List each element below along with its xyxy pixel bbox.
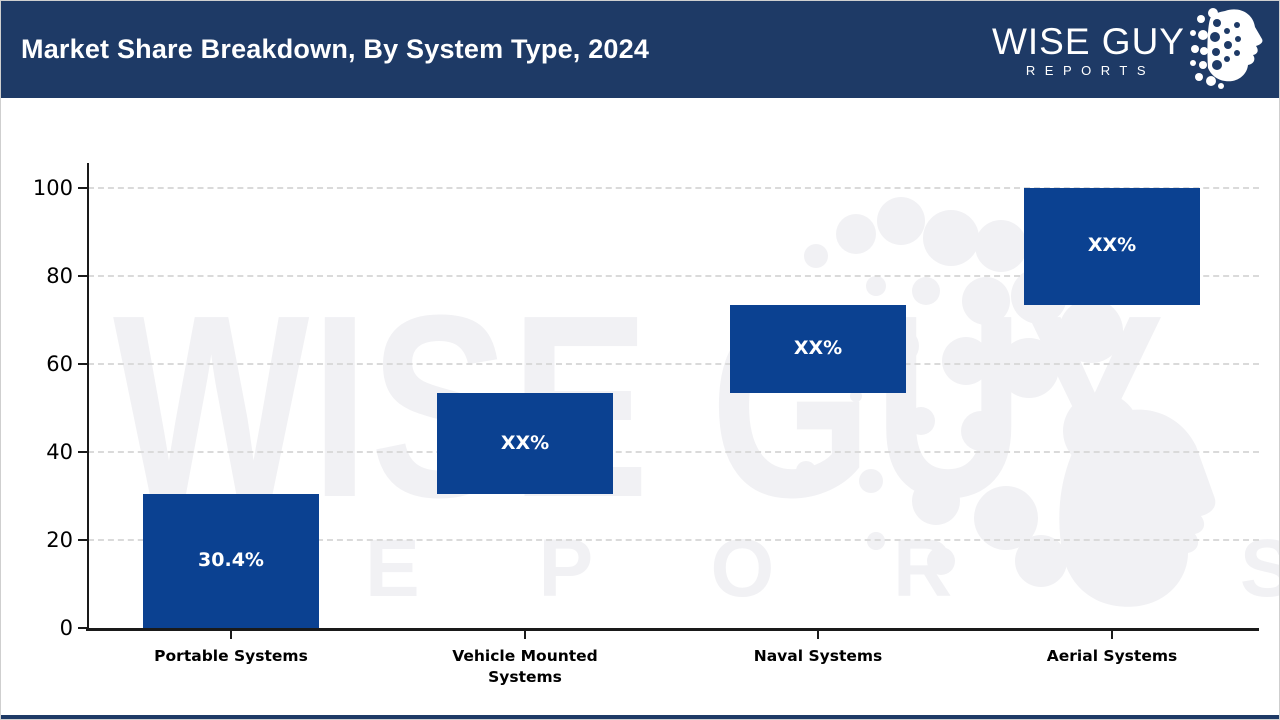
x-category-label: Aerial Systems: [1046, 647, 1178, 665]
y-gridline: [88, 187, 1259, 189]
y-gridline: [88, 275, 1259, 277]
x-category-label: Portable Systems: [154, 647, 308, 665]
x-tick-mark: [524, 631, 526, 639]
y-axis-line: [87, 163, 89, 628]
x-category-label: Vehicle Mounted Systems: [452, 647, 598, 686]
y-tick-label: 20: [46, 528, 73, 552]
y-gridline: [88, 363, 1259, 365]
y-tick-label: 0: [59, 616, 73, 640]
waterfall-chart: 0 20 40 60 80 100 30.4% XX% XX% XX% Portable Syste…: [1, 98, 1279, 717]
bar-value-label: 30.4%: [198, 549, 264, 572]
logo-subtitle: REPORTS: [1025, 62, 1156, 78]
y-tick-mark: [78, 363, 87, 365]
bar-value-label: XX%: [500, 431, 550, 454]
x-tick-mark: [230, 631, 232, 639]
y-tick-mark: [78, 187, 87, 189]
logo-text: WISE GUY REPORTS: [992, 23, 1185, 77]
x-axis-line: [86, 628, 1259, 631]
y-gridline: [88, 539, 1259, 541]
bar-value-label: XX%: [793, 337, 843, 360]
y-tick-label: 80: [46, 264, 73, 288]
x-tick-mark: [1111, 631, 1113, 639]
header-bar: Market Share Breakdown, By System Type, …: [1, 1, 1279, 98]
bar-aerial-systems: XX%: [1024, 188, 1200, 305]
bar-naval-systems: XX%: [730, 304, 906, 394]
dotted-head-icon: [1187, 5, 1263, 94]
y-gridline: [88, 451, 1259, 453]
y-tick-label: 100: [32, 176, 73, 200]
x-category-label: Naval Systems: [753, 647, 883, 665]
y-tick-mark: [78, 275, 87, 277]
bar-vehicle-mounted-systems: XX%: [437, 393, 613, 495]
y-tick-mark: [78, 627, 87, 629]
logo-wordmark: WISE GUY: [991, 20, 1185, 62]
y-tick-mark: [78, 539, 87, 541]
wise-guy-reports-logo: WISE GUY REPORTS: [992, 5, 1263, 94]
bar-value-label: XX%: [1087, 234, 1137, 257]
y-tick-label: 60: [46, 352, 73, 376]
y-tick-mark: [78, 451, 87, 453]
bar-portable-systems: 30.4%: [143, 494, 319, 628]
x-tick-mark: [817, 631, 819, 639]
y-tick-label: 40: [46, 440, 73, 464]
page-title: Market Share Breakdown, By System Type, …: [21, 34, 650, 64]
footer-bar: [1, 715, 1279, 719]
